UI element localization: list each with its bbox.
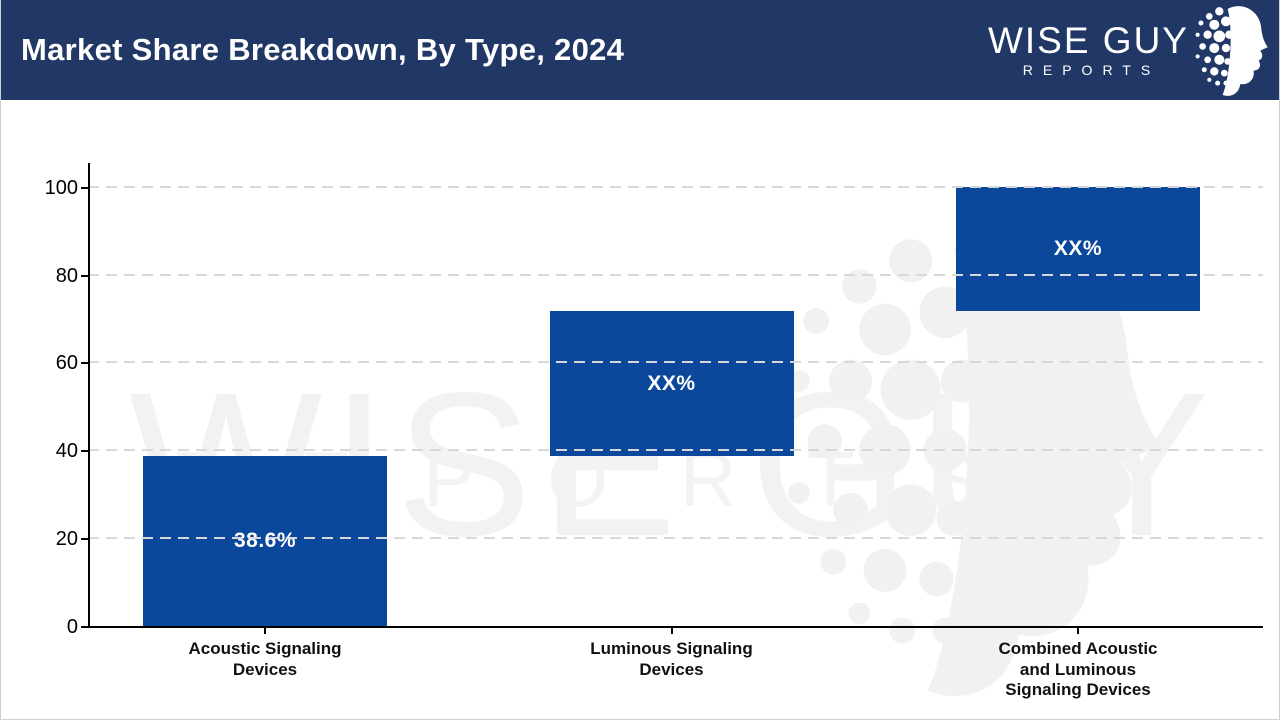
logo-name-text: WISE GUY — [987, 20, 1189, 61]
bar-segment: XX% — [956, 186, 1200, 311]
y-tick-label: 100 — [44, 176, 78, 199]
y-gridline — [88, 185, 1263, 188]
y-tick-mark — [81, 274, 88, 277]
bar-segment: XX% — [549, 311, 794, 457]
category-label: Luminous Signaling Devices — [590, 639, 753, 679]
x-tick-mark — [264, 628, 266, 634]
y-gridline — [88, 537, 1263, 540]
logo-reports-text: REPORTS — [1022, 62, 1161, 78]
category-label: Combined Acoustic and Luminous Signaling… — [998, 639, 1158, 699]
watermark-face-icon — [788, 234, 1161, 697]
y-tick-mark — [81, 186, 88, 189]
x-tick-mark — [670, 628, 673, 634]
bar-value-label: XX% — [647, 371, 696, 395]
bar-segment: 38.6% — [143, 456, 387, 626]
logo-text: WISE GUY REPORTS — [987, 20, 1189, 79]
category-label: Acoustic Signaling Devices — [188, 639, 342, 679]
y-gridline — [88, 273, 1263, 276]
bar-value-label: XX% — [1053, 236, 1103, 260]
page-title: Market Share Breakdown, By Type, 2024 — [21, 32, 625, 67]
chart-area: WISE GUY REPORTS 0 20 40 60 80 100 38.6% Acoust… — [1, 100, 1279, 719]
y-tick-label: 60 — [55, 352, 78, 375]
y-tick-label: 0 — [66, 616, 78, 638]
wiseguy-logo: WISE GUY REPORTS — [988, 1, 1279, 99]
header-bar: Market Share Breakdown, By Type, 2024 WI… — [1, 0, 1279, 100]
y-tick-label: 80 — [55, 264, 78, 287]
y-gridline — [88, 361, 1263, 364]
y-tick-mark — [81, 538, 88, 541]
y-axis-line — [88, 162, 90, 628]
y-tick-label: 20 — [55, 528, 78, 551]
y-tick-mark — [81, 450, 88, 453]
y-gridline — [88, 449, 1263, 452]
x-axis-line — [88, 626, 1263, 628]
x-tick-mark — [1077, 628, 1079, 634]
y-tick-mark — [81, 626, 88, 628]
y-tick-mark — [81, 362, 88, 365]
logo-face-icon — [1195, 6, 1268, 96]
bar-value-label: 38.6% — [233, 529, 297, 553]
y-tick-label: 40 — [55, 440, 78, 463]
